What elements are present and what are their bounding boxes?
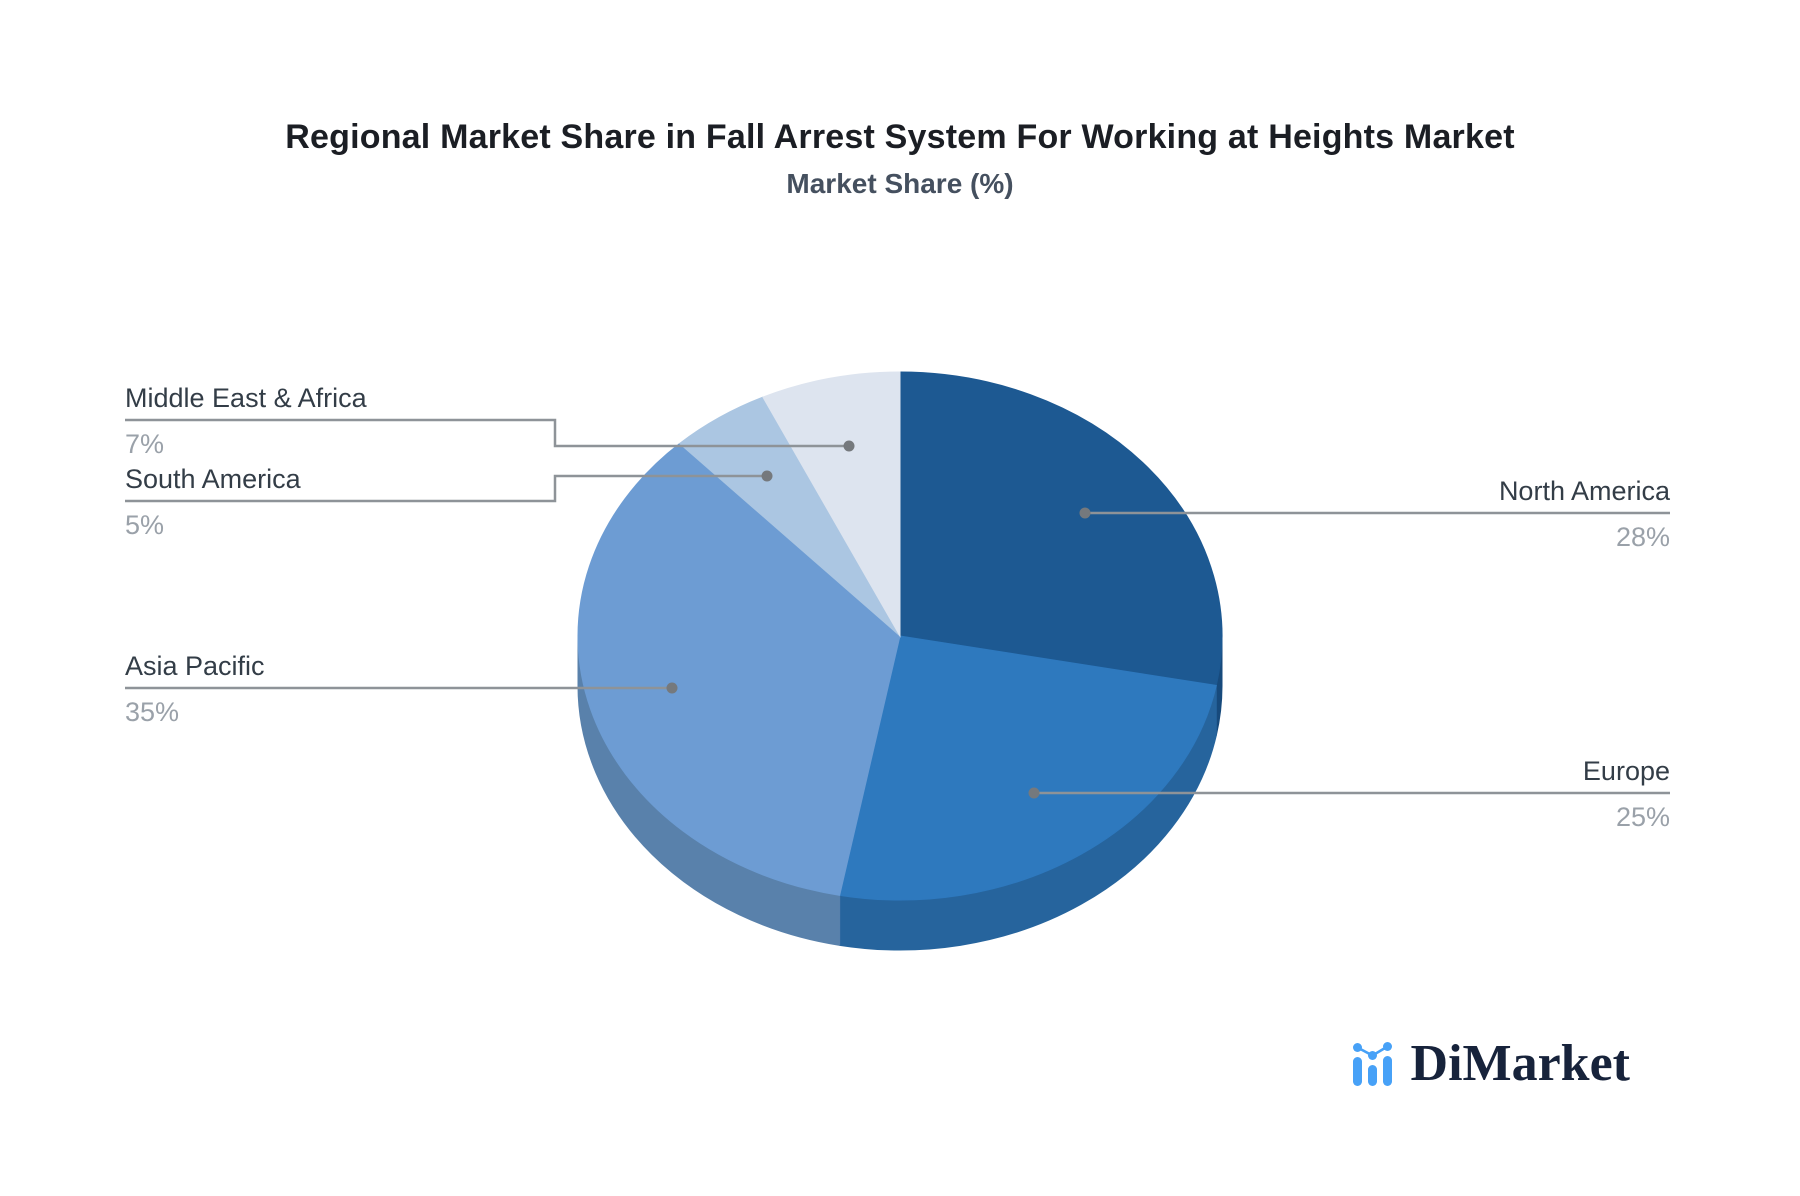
callout-value-middle-east-africa: 7%: [125, 429, 165, 459]
leader-dot-north-america: [1079, 507, 1091, 519]
dimarket-logo: DiMarket: [1351, 1036, 1630, 1092]
callout-label-south-america: South America: [125, 464, 301, 494]
callout-label-north-america: North America: [1498, 476, 1670, 506]
callout-leader-lines: [125, 418, 1670, 799]
pie-3d-sides: [577, 635, 1223, 951]
callout-label-middle-east-africa: Middle East & Africa: [125, 383, 367, 413]
leader-dot-europe: [1028, 787, 1040, 799]
pie-slice-asia-pacific: [577, 442, 901, 896]
callout-value-asia-pacific: 35%: [125, 697, 180, 727]
callout-value-south-america: 5%: [125, 510, 165, 540]
callout-label-europe: Europe: [1582, 756, 1670, 786]
leader-dot-south-america: [761, 470, 773, 482]
chart-title: Regional Market Share in Fall Arrest Sys…: [285, 118, 1515, 156]
brand-name: DiMarket: [1410, 1035, 1630, 1092]
leader-line-south-america: [125, 474, 767, 503]
pie-slice-europe: [839, 635, 1217, 901]
pie-slice-north-america: [899, 371, 1223, 687]
pie-slices: [577, 371, 1223, 901]
leader-line-middle-east-africa: [125, 418, 849, 448]
callout-value-north-america: 28%: [1615, 522, 1670, 552]
callout-label-asia-pacific: Asia Pacific: [125, 651, 265, 681]
bar-line-chart-logo-icon: [1352, 1042, 1392, 1086]
callout-value-europe: 25%: [1615, 802, 1670, 832]
pie-slice-middle-east-africa: [762, 371, 901, 638]
leader-dot-middle-east-africa: [843, 440, 855, 452]
leader-dot-asia-pacific: [666, 682, 678, 694]
chart-subtitle: Market Share (%): [786, 168, 1014, 199]
